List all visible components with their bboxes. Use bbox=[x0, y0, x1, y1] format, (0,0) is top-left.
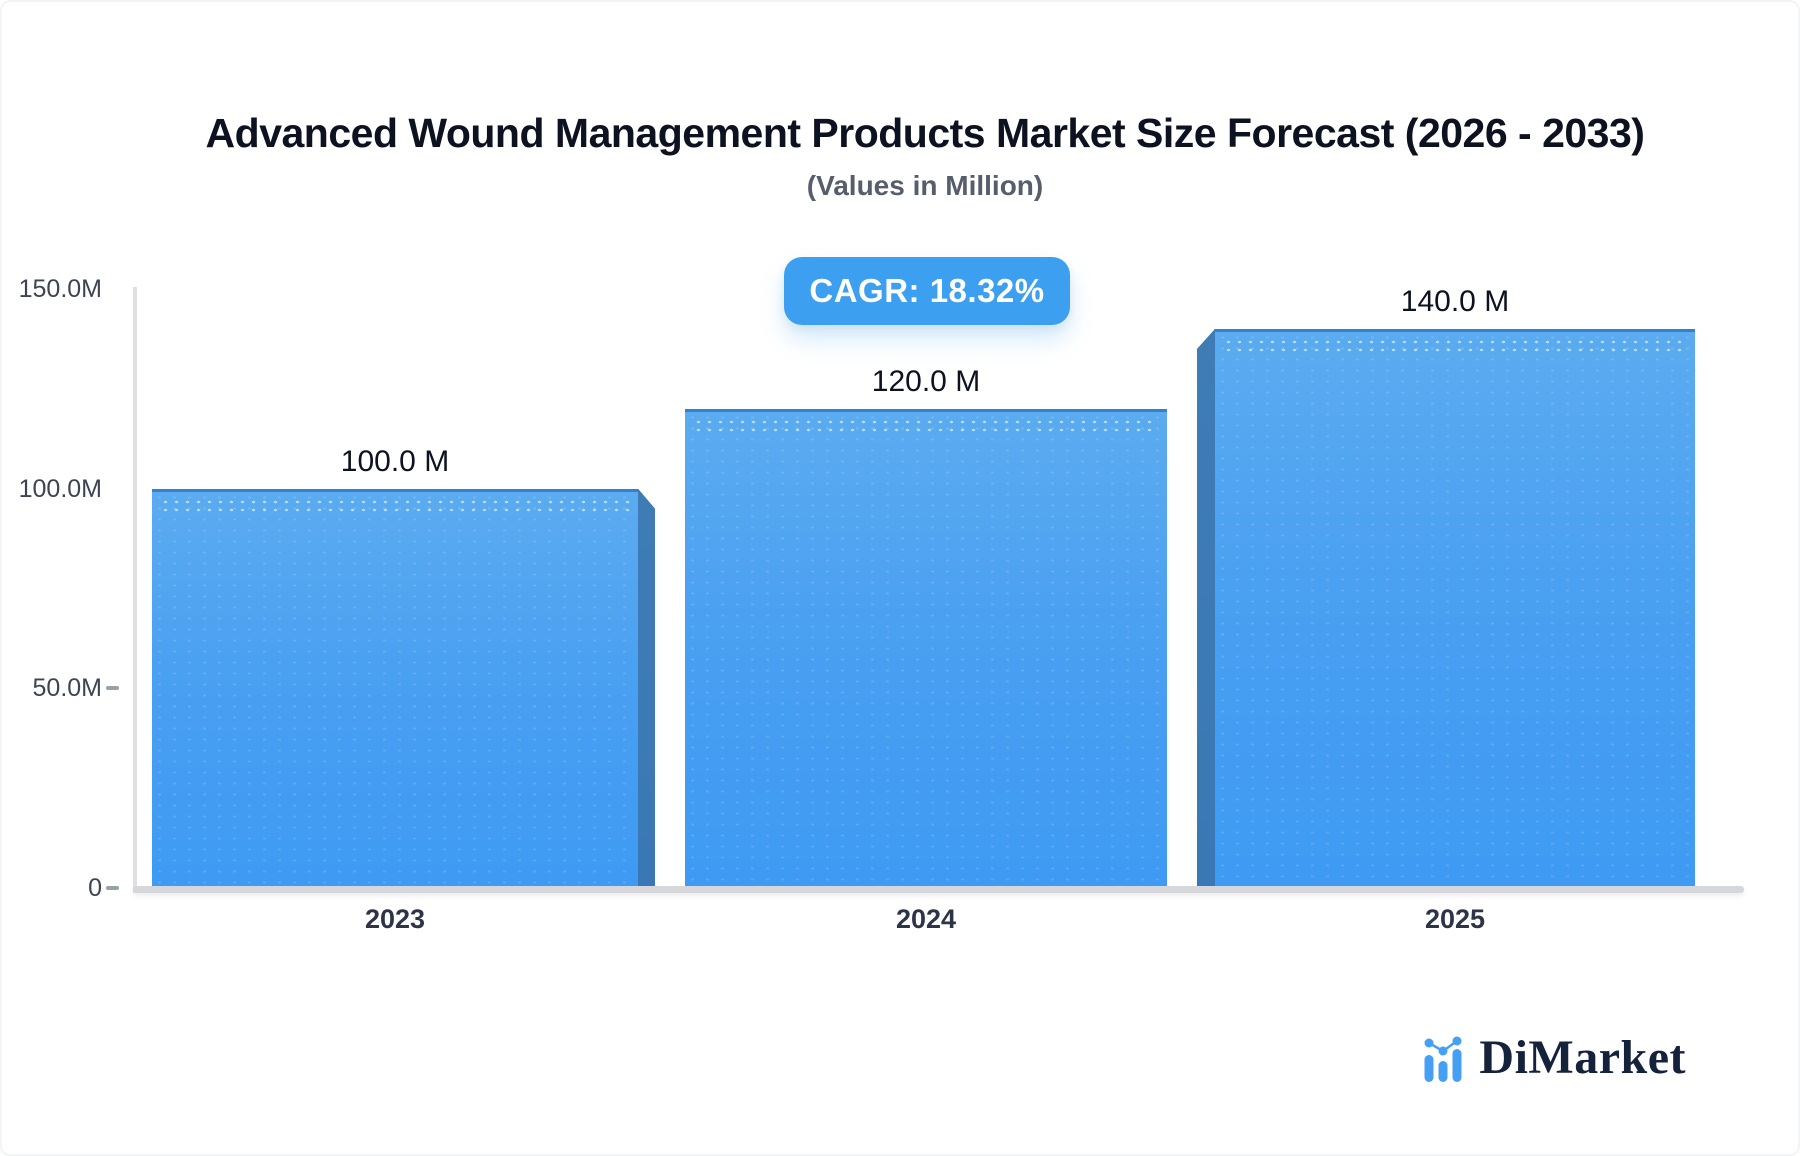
x-axis-baseline bbox=[133, 886, 1744, 893]
x-axis-label-2025: 2025 bbox=[1424, 904, 1486, 934]
cagr-badge-label: CAGR: 18.32% bbox=[809, 272, 1045, 309]
y-axis-tick-label: 50.0M bbox=[32, 674, 102, 703]
y-axis-tick-mark bbox=[106, 886, 119, 890]
chart-subtitle: (Values in Million) bbox=[806, 170, 1044, 201]
bar-chart-trend-icon bbox=[1423, 1036, 1465, 1082]
x-axis-label-2024: 2024 bbox=[895, 904, 957, 934]
y-axis-tick-label: 100.0M bbox=[18, 474, 102, 503]
bar-2025 bbox=[1215, 328, 1695, 889]
bar-3d-side-2023 bbox=[638, 488, 655, 888]
cagr-badge: CAGR: 18.32% bbox=[784, 257, 1070, 325]
logo-text: DiMarket bbox=[1479, 1031, 1686, 1084]
bar-value-label-2023: 100.0 M bbox=[340, 444, 450, 478]
y-axis-tick-label: 0 bbox=[88, 874, 102, 902]
y-axis-line bbox=[133, 287, 137, 893]
y-axis-tick-mark bbox=[106, 686, 119, 691]
bar-value-label-2025: 140.0 M bbox=[1400, 284, 1510, 318]
x-axis-label-2023: 2023 bbox=[364, 904, 426, 934]
bar-2024 bbox=[685, 408, 1167, 889]
y-axis-tick-label: 150.0M bbox=[18, 275, 102, 303]
bar-value-label-2024: 120.0 M bbox=[871, 364, 981, 398]
bar-2023 bbox=[152, 488, 638, 889]
dimarket-logo[interactable]: DiMarket bbox=[1423, 1034, 1686, 1082]
chart-title: Advanced Wound Management Products Marke… bbox=[205, 110, 1645, 156]
bar-3d-side-2025 bbox=[1197, 328, 1215, 888]
